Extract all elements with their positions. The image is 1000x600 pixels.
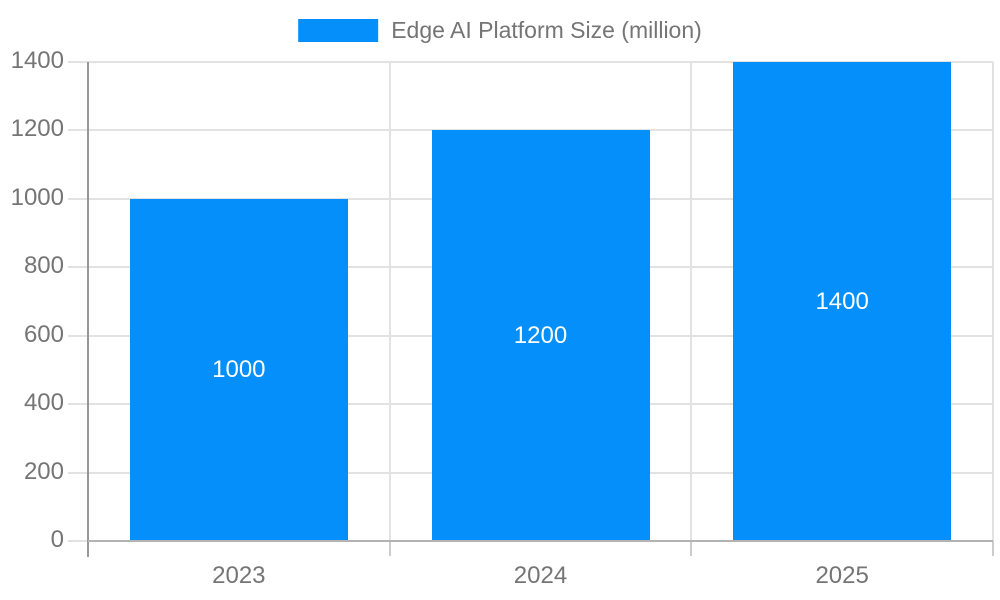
- gridline-vertical: [690, 62, 693, 541]
- bar-value-label: 1200: [513, 321, 568, 349]
- y-axis-tick-label: 600: [23, 320, 64, 348]
- legend-label: Edge AI Platform Size (million): [391, 17, 702, 43]
- bar-2024[interactable]: [431, 130, 650, 541]
- x-axis-tick-label: 2024: [513, 562, 568, 589]
- y-axis-tick-label: 1400: [10, 46, 64, 74]
- x-axis-boundary-tick: [388, 541, 391, 556]
- bar-value-label: 1400: [815, 287, 869, 315]
- y-axis-tick-label: 0: [50, 525, 64, 553]
- y-axis-tick-label: 200: [23, 457, 64, 485]
- y-axis-tick-label: 400: [23, 389, 64, 417]
- y-axis-tick-label: 800: [23, 252, 64, 280]
- gridline-vertical: [388, 62, 391, 541]
- legend-swatch-icon: [298, 19, 379, 42]
- x-axis-tick-label: 2023: [212, 562, 266, 589]
- bar-2023[interactable]: [129, 198, 348, 541]
- gridline-horizontal: [68, 61, 993, 63]
- x-axis-line: [88, 540, 993, 542]
- gridline-vertical: [992, 62, 994, 541]
- y-axis-tick-label: 1000: [10, 183, 64, 211]
- bar-2025[interactable]: [733, 62, 952, 541]
- x-axis-boundary-tick: [992, 541, 994, 556]
- bar-value-label: 1000: [212, 355, 266, 383]
- x-axis-tick-label: 2025: [815, 562, 869, 589]
- chart-legend[interactable]: Edge AI Platform Size (million): [298, 17, 702, 44]
- gridline-horizontal: [68, 540, 88, 542]
- y-axis-tick-label: 1200: [10, 115, 64, 143]
- y-axis-line: [87, 62, 89, 557]
- x-axis-boundary-tick: [690, 541, 693, 556]
